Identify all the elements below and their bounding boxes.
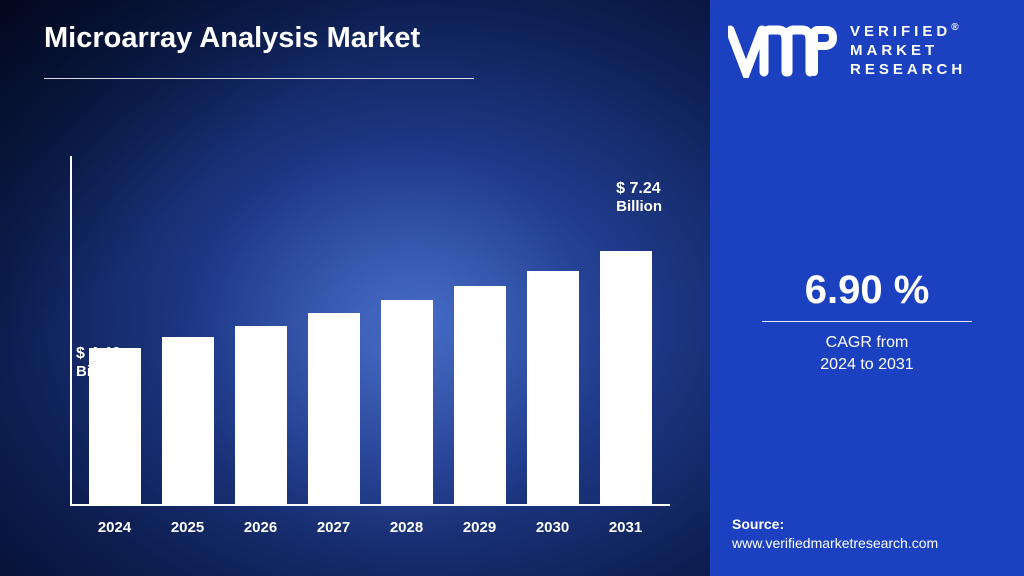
logo-line2: MARKET [850,42,966,61]
x-axis [70,504,670,506]
vmr-logo-icon [728,24,838,78]
source-url: www.verifiedmarketresearch.com [732,534,938,554]
page-title: Microarray Analysis Market [44,22,420,55]
year-label: 2024 [86,519,144,536]
bar-wrap [378,300,436,504]
bar-wrap [451,286,509,504]
cagr-subtitle: CAGR from 2024 to 2031 [710,332,1024,377]
bar-wrap [159,337,217,504]
bar-wrap [305,313,363,504]
logo-row: VERIFIED® MARKET RESEARCH [728,22,1006,79]
logo-text: VERIFIED® MARKET RESEARCH [850,22,966,79]
bar-wrap [232,326,290,505]
logo-line1: VERIFIED [850,23,951,40]
bar [454,286,506,504]
registered-icon: ® [951,22,958,33]
year-label: 2028 [378,519,436,536]
bar-chart: $ 4.46 Billion $ 7.24 Billion 2024202520… [70,156,680,536]
year-label: 2029 [451,519,509,536]
bars-container [70,164,670,504]
left-panel: Microarray Analysis Market $ 4.46 Billio… [0,0,710,576]
logo-line3: RESEARCH [850,61,966,80]
cagr-block: 6.90 % CAGR from 2024 to 2031 [710,268,1024,377]
bar [308,313,360,504]
bar [527,271,579,504]
year-label: 2030 [524,519,582,536]
cagr-value: 6.90 % [710,268,1024,313]
year-label: 2027 [305,519,363,536]
bar-wrap [524,271,582,504]
cagr-underline [762,321,972,322]
cagr-line2: 2024 to 2031 [710,354,1024,376]
year-label: 2031 [597,519,655,536]
cagr-line1: CAGR from [710,332,1024,354]
bar-wrap [86,348,144,504]
right-panel: VERIFIED® MARKET RESEARCH 6.90 % CAGR fr… [710,0,1024,576]
bar [600,251,652,504]
bar [235,326,287,505]
bar-wrap [597,251,655,504]
title-underline [44,78,474,79]
bar [89,348,141,504]
source-label: Source: [732,515,938,535]
source-block: Source: www.verifiedmarketresearch.com [732,515,938,554]
year-labels: 2024 2025 2026 2027 2028 2029 2030 2031 [70,519,670,536]
bar [381,300,433,504]
bar [162,337,214,504]
year-label: 2026 [232,519,290,536]
year-label: 2025 [159,519,217,536]
